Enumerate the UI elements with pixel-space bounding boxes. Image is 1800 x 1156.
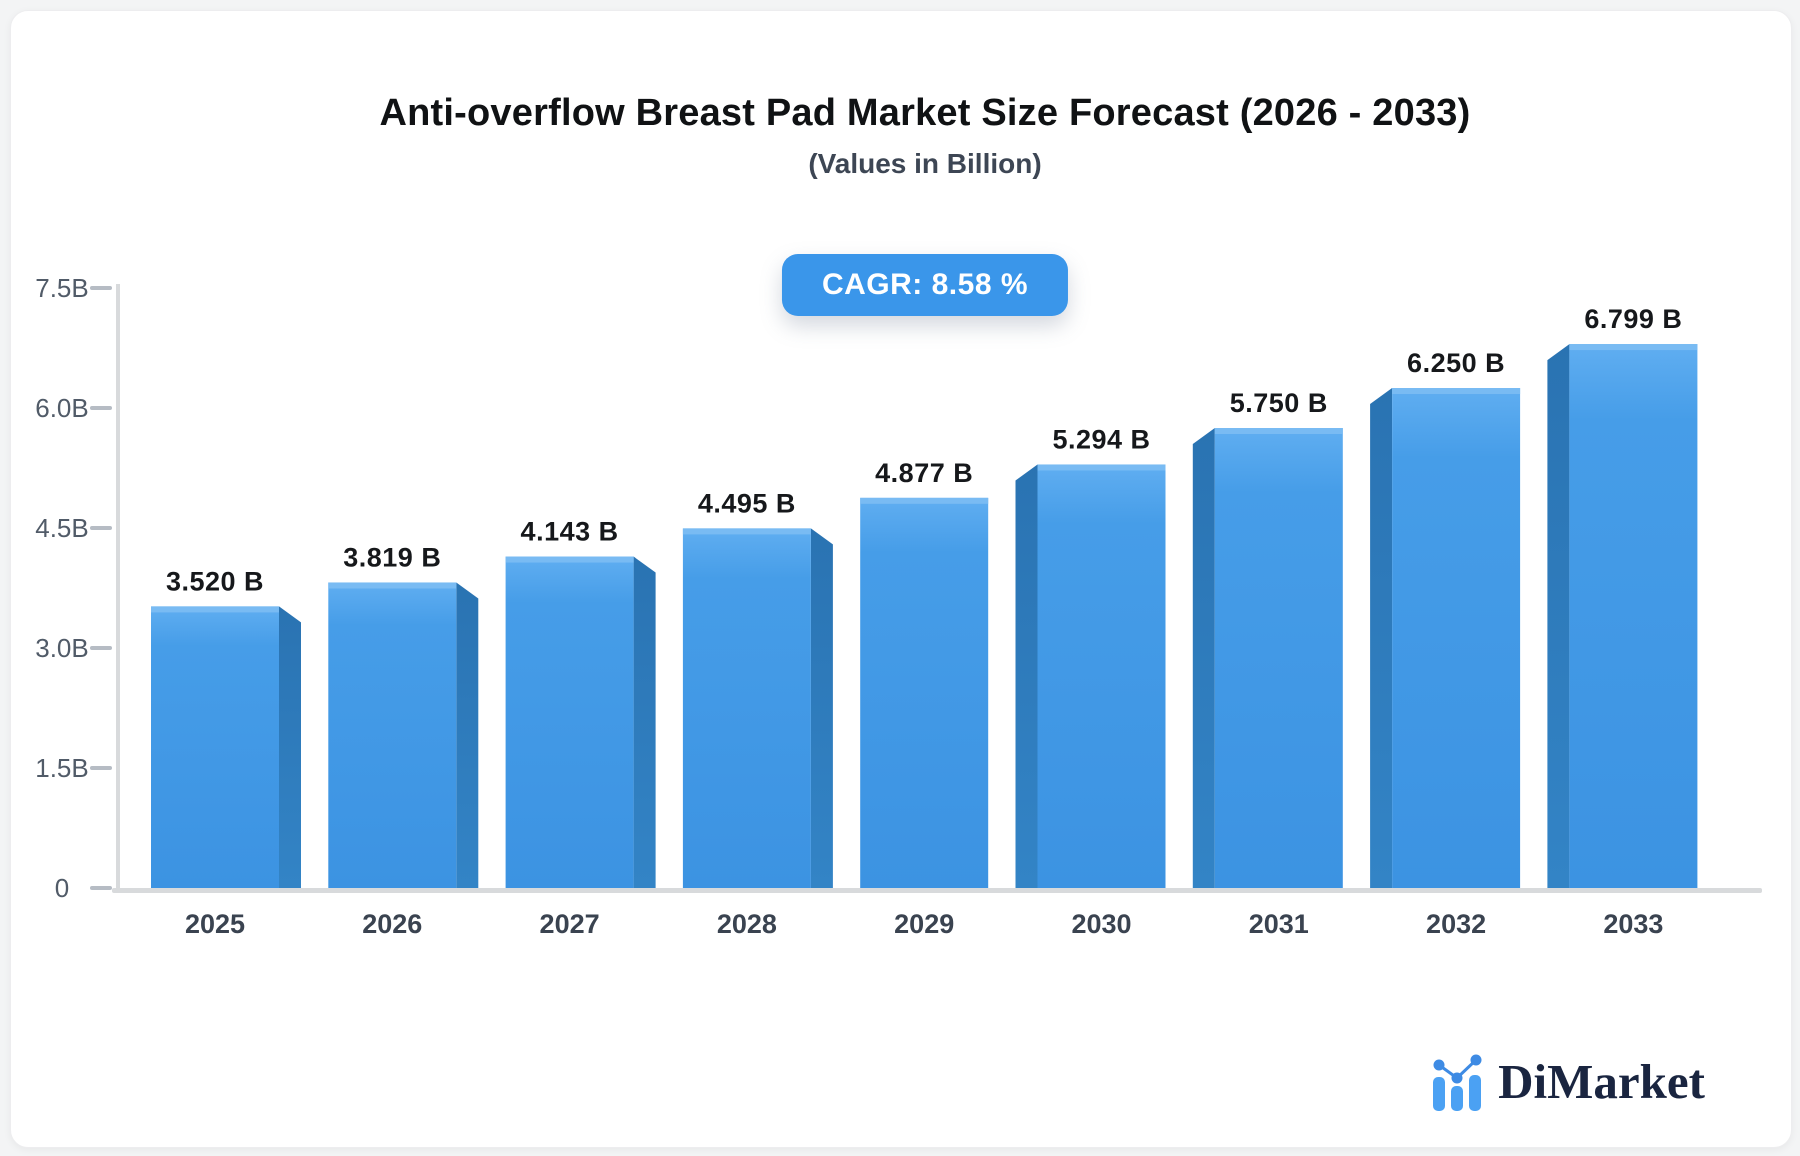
bar-side-face — [1547, 344, 1570, 889]
dimarket-logo: DiMarket — [1430, 1050, 1705, 1112]
bar-top-highlight — [860, 497, 989, 504]
bar-side-face — [1370, 388, 1393, 888]
bar: 5.750 B 2031 — [1192, 388, 1343, 939]
bar-top-highlight — [682, 528, 811, 535]
y-tick-label: 1.5B — [35, 753, 89, 783]
bar-top-highlight — [1392, 388, 1521, 394]
y-tick-label: 0 — [55, 873, 69, 903]
y-tick-label: 4.5B — [35, 513, 89, 543]
bar-value-label: 6.799 B — [1584, 304, 1682, 334]
x-tick-label: 2029 — [894, 909, 954, 939]
bar-value-label: 6.250 B — [1407, 348, 1505, 378]
bar-value-label: 5.750 B — [1230, 388, 1328, 418]
bar: 5.294 B 2030 — [1015, 424, 1166, 939]
chart-subtitle: (Values in Billion) — [808, 148, 1042, 179]
bar-value-label: 3.819 B — [343, 542, 441, 572]
bar-side-face — [1192, 428, 1215, 888]
dimarket-logo-text: DiMarket — [1498, 1053, 1705, 1109]
x-tick-label: 2032 — [1426, 909, 1486, 939]
bar-front-face — [1569, 344, 1698, 889]
x-tick-label: 2025 — [185, 909, 245, 939]
bar: 4.143 B 2027 — [505, 517, 656, 939]
bar-top-highlight — [1037, 464, 1166, 471]
bar-side-face — [633, 556, 656, 888]
bar-front-face — [1037, 464, 1166, 888]
cagr-badge: CAGR: 8.58 % — [781, 254, 1069, 316]
bar-front-face — [1214, 428, 1343, 888]
x-tick-label: 2031 — [1249, 909, 1309, 939]
bar-side-face — [1015, 464, 1038, 888]
bar: 3.520 B 2025 — [151, 566, 301, 939]
x-tick-label: 2033 — [1603, 909, 1663, 939]
bar: 4.877 B 2029 — [860, 458, 989, 939]
bar-value-label: 4.495 B — [698, 488, 796, 518]
bar-front-face — [860, 497, 989, 888]
bar-front-face — [505, 556, 634, 888]
bar-top-highlight — [1569, 344, 1698, 351]
bar-value-label: 5.294 B — [1052, 424, 1150, 454]
y-tick-label: 6.0B — [35, 393, 89, 423]
bar-side-face — [279, 606, 301, 888]
y-tick-label: 3.0B — [35, 633, 89, 663]
x-tick-label: 2026 — [362, 909, 422, 939]
y-tick-label: 7.5B — [35, 273, 89, 303]
bar-front-face — [151, 606, 279, 888]
bar: 6.799 B 2033 — [1547, 304, 1698, 939]
chart-title: Anti-overflow Breast Pad Market Size For… — [379, 92, 1471, 134]
bar-value-label: 4.877 B — [875, 458, 973, 488]
x-tick-label: 2027 — [540, 909, 600, 939]
bar-side-face — [456, 582, 479, 888]
x-tick-label: 2030 — [1071, 909, 1131, 939]
bar-value-label: 3.520 B — [166, 566, 264, 596]
bar-front-face — [1392, 388, 1521, 888]
x-tick-label: 2028 — [717, 909, 777, 939]
bar-value-label: 4.143 B — [521, 517, 619, 547]
bar: 6.250 B 2032 — [1370, 348, 1521, 939]
bar: 3.819 B 2026 — [328, 542, 479, 939]
bar-top-highlight — [151, 606, 279, 613]
bar-top-highlight — [328, 582, 457, 589]
bar-side-face — [810, 528, 833, 888]
bar-top-highlight — [505, 556, 634, 563]
x-axis-line — [112, 888, 1762, 893]
bar-top-highlight — [1214, 428, 1343, 434]
bar-line-chart-icon — [1433, 1054, 1482, 1111]
bar: 4.495 B 2028 — [682, 488, 833, 939]
bar-front-face — [682, 528, 811, 888]
bar-front-face — [328, 582, 457, 888]
